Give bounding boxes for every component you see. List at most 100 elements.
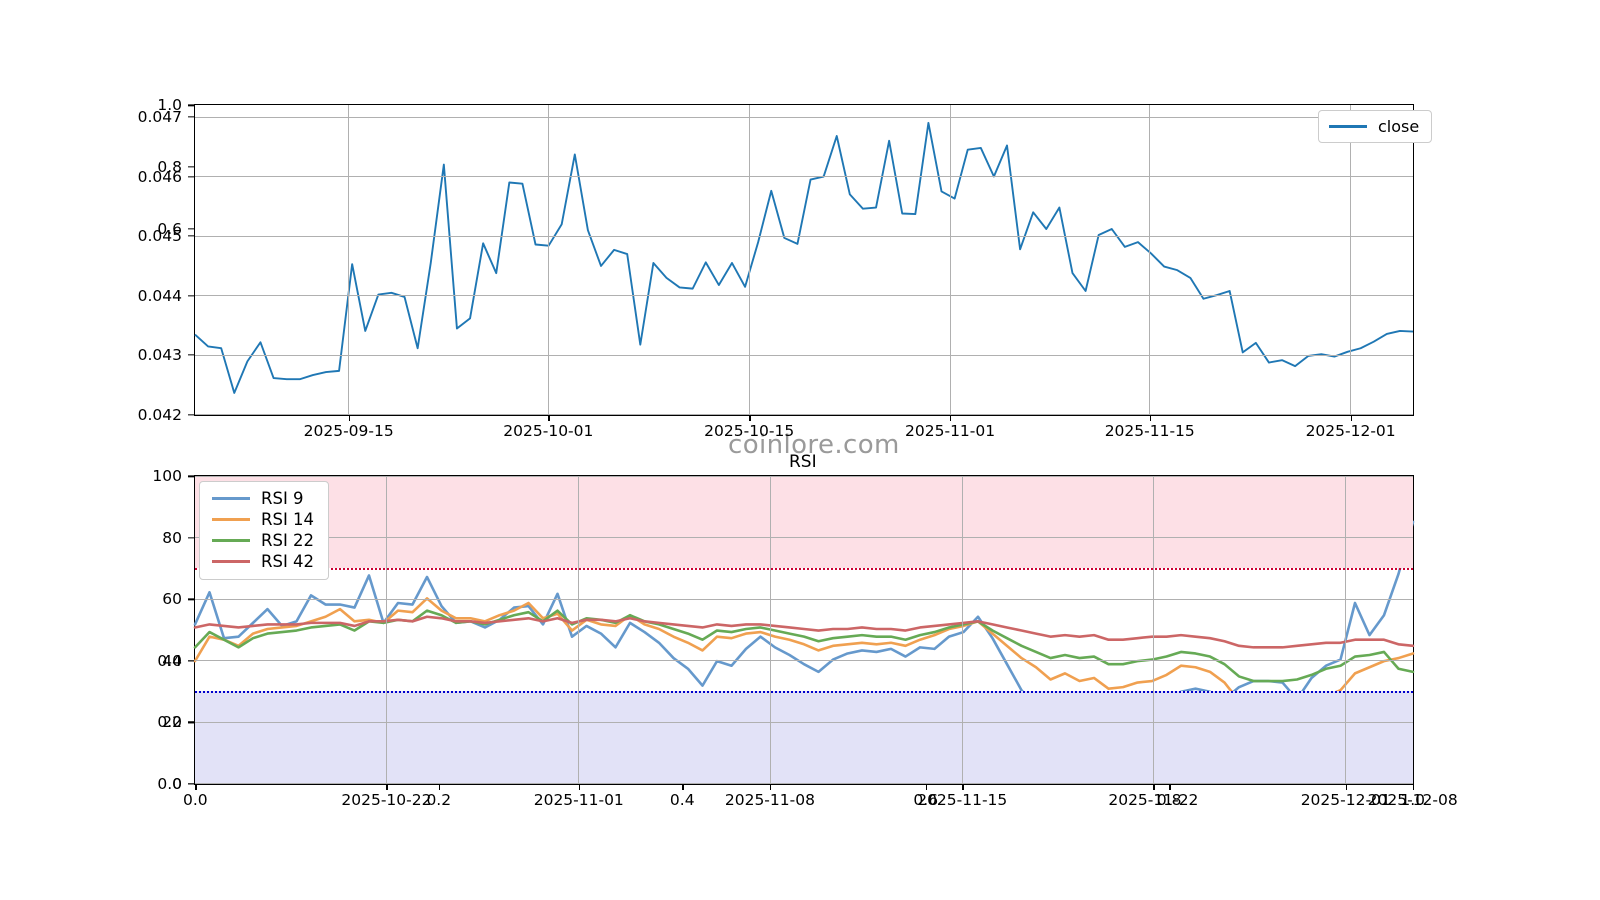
y-tick-label-overlay: 1.0: [157, 96, 182, 115]
x-tick-label-overlay: 0.8: [1156, 791, 1182, 809]
y-tick-mark: [188, 176, 194, 178]
x-tick-label-overlay: 0.6: [913, 791, 939, 809]
y-tick-mark: [188, 414, 194, 416]
rsi-panel-title: RSI: [789, 452, 817, 472]
legend-item[interactable]: RSI 42: [212, 551, 314, 572]
x-tick-mark: [749, 415, 751, 421]
x-tick-label-overlay: 0.4: [669, 791, 695, 809]
rsi-oversold-line: [195, 691, 1413, 694]
y-tick-label: 20: [162, 713, 182, 732]
y-tick-label: 60: [162, 590, 182, 609]
y-tick-label-overlay: 0.8: [157, 158, 182, 177]
y-tick-mark: [188, 660, 194, 662]
price-legend: close: [1318, 110, 1433, 143]
y-tick-mark: [188, 116, 194, 118]
legend-line-icon: [212, 539, 250, 542]
legend-item[interactable]: RSI 22: [212, 530, 314, 551]
y-tick-label-overlay: 0.4: [157, 651, 182, 670]
gridline: [949, 105, 951, 415]
y-tick-label-overlay: 0.6: [157, 220, 182, 239]
x-tick-label: 2025-12-01: [1305, 422, 1396, 440]
gridline: [1350, 105, 1352, 415]
x-tick-mark: [1350, 415, 1352, 421]
x-tick-mark: [1345, 784, 1348, 790]
legend-line-icon: [212, 497, 250, 500]
legend-label: RSI 22: [261, 531, 315, 550]
x-tick-label: 2025-12-01: [1300, 791, 1391, 809]
y-tick-label: 0.046: [137, 167, 182, 186]
gridline: [195, 476, 1413, 477]
x-tick-mark: [438, 784, 441, 790]
x-tick-mark: [578, 784, 581, 790]
y-tick-mark: [188, 104, 194, 106]
x-tick-label: 2025-11-22: [1108, 791, 1199, 809]
x-tick-mark: [769, 784, 772, 790]
x-tick-mark: [950, 415, 952, 421]
gridline: [961, 476, 963, 784]
x-tick-mark: [962, 784, 964, 790]
x-tick-label: 2025-11-01: [905, 422, 996, 440]
gridline: [195, 354, 1413, 356]
price-plot-area: [194, 104, 1414, 416]
x-tick-label-overlay: 0.0: [182, 791, 208, 809]
rsi-oversold-band: [195, 691, 1413, 784]
coinlore-watermark: coinlore.com: [728, 430, 900, 460]
y-tick-mark: [188, 354, 194, 356]
x-tick-label-overlay: 1.0: [1400, 791, 1426, 809]
x-tick-mark: [386, 784, 388, 790]
legend-line-icon: [212, 560, 250, 563]
y-tick-mark: [188, 166, 194, 168]
legend-line-icon: [1329, 125, 1367, 128]
gridline: [748, 105, 750, 415]
legend-label: close: [1378, 117, 1420, 136]
gridline: [195, 783, 1413, 785]
x-tick-label: 2025-11-15: [917, 791, 1008, 809]
y-tick-label: 0.043: [137, 346, 182, 365]
legend-label: RSI 42: [261, 552, 315, 571]
gridline: [195, 721, 1413, 723]
y-tick-mark: [188, 783, 194, 785]
x-tick-label: 2025-10-15: [704, 422, 795, 440]
rsi-overbought-band: [195, 476, 1413, 569]
rsi-overbought-line: [195, 568, 1413, 571]
x-tick-label: 2025-10-01: [503, 422, 594, 440]
close-price-line: [194, 121, 1414, 394]
y-tick-label-overlay: 0.2: [157, 713, 182, 732]
y-tick-label: 0.047: [137, 108, 182, 127]
gridline: [195, 414, 1413, 416]
x-tick-mark: [548, 415, 550, 421]
x-tick-label: 2025-11-08: [724, 791, 815, 809]
legend-item[interactable]: RSI 9: [212, 488, 314, 509]
gridline: [1153, 476, 1155, 784]
gridline: [348, 105, 350, 415]
legend-item[interactable]: close: [1329, 117, 1419, 136]
y-tick-mark: [188, 228, 194, 230]
y-tick-label: 40: [162, 651, 182, 670]
x-tick-mark: [1169, 784, 1171, 790]
gridline: [195, 235, 1413, 237]
x-tick-mark: [925, 784, 928, 790]
y-tick-mark: [188, 295, 194, 297]
x-tick-mark: [348, 415, 350, 421]
y-tick-mark: [188, 235, 194, 237]
gridline: [578, 476, 580, 784]
gridline: [195, 660, 1413, 662]
y-tick-mark: [188, 537, 194, 539]
x-tick-label-overlay: 0.2: [426, 791, 452, 809]
y-tick-label: 0: [172, 774, 182, 793]
y-tick-label: 100: [152, 467, 182, 486]
x-tick-label: 2025-12-08: [1367, 791, 1458, 809]
rsi-14-line: [193, 597, 1415, 715]
gridline: [769, 476, 771, 784]
rsi-plot-area: [193, 475, 1415, 785]
legend-item[interactable]: RSI 14: [212, 509, 314, 530]
x-tick-label: 2025-11-15: [1104, 422, 1195, 440]
x-tick-label: 2025-09-15: [303, 422, 394, 440]
x-tick-mark: [1412, 784, 1414, 790]
y-tick-label: 0.042: [137, 405, 182, 424]
rsi-42-line: [193, 615, 1415, 649]
legend-label: RSI 9: [261, 489, 304, 508]
y-tick-label: 0.045: [137, 227, 182, 246]
y-tick-mark: [188, 598, 194, 600]
price-line-series: [194, 121, 1414, 394]
